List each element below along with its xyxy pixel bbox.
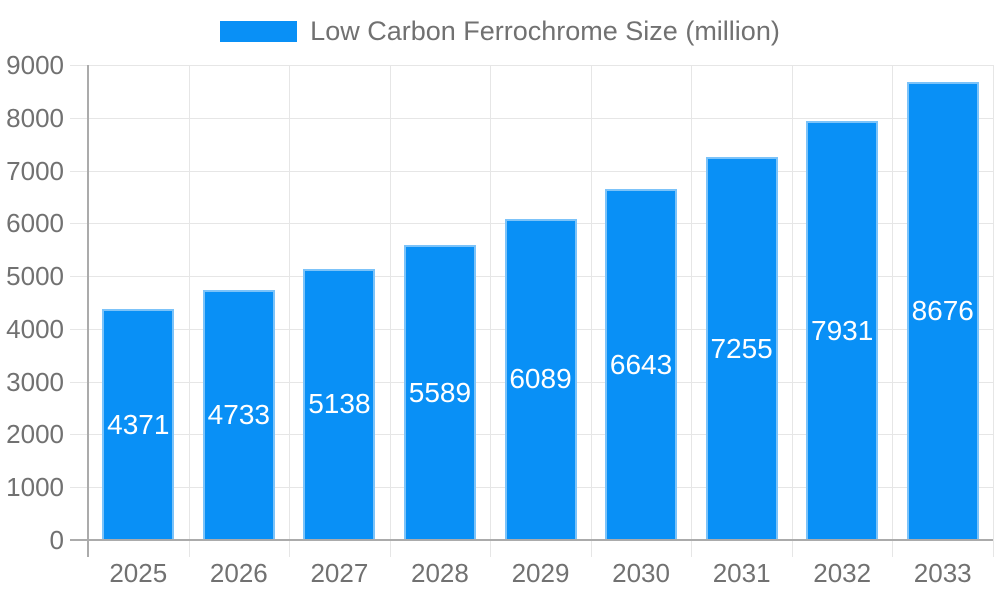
y-tick-label-0: 0 — [49, 525, 64, 555]
legend-item[interactable]: Low Carbon Ferrochrome Size (million) — [0, 18, 1000, 45]
x-tick-label-2025: 2025 — [109, 558, 168, 588]
y-tick-label-8000: 8000 — [6, 102, 64, 133]
y-tick-label-4000: 4000 — [6, 313, 64, 344]
x-axis-line — [70, 539, 993, 541]
x-tick-label-2033: 2033 — [913, 558, 972, 588]
x-gridline-6 — [691, 65, 693, 557]
x-tick-label-2026: 2026 — [209, 558, 268, 588]
plot-area: 4371 4733 5138 5589 6089 6643 7255 7931 8676 — [70, 65, 994, 557]
x-gridline-3 — [389, 65, 391, 557]
y-tick-label-6000: 6000 — [6, 208, 64, 239]
y-gridline-9000 — [70, 65, 993, 66]
bar-2033[interactable] — [906, 82, 979, 540]
y-tick-label-5000: 5000 — [6, 261, 64, 292]
x-gridline-9 — [993, 65, 994, 557]
x-tick-label-2030: 2030 — [612, 558, 670, 588]
bar-2031[interactable] — [705, 157, 778, 540]
bar-2030[interactable] — [605, 189, 678, 540]
x-gridline-4 — [490, 65, 492, 557]
x-tick-label-2029: 2029 — [511, 558, 570, 588]
y-gridline-8000 — [70, 117, 993, 119]
x-gridline-7 — [791, 65, 793, 557]
bar-2026[interactable] — [202, 290, 275, 540]
x-tick-label-2027: 2027 — [310, 558, 369, 588]
x-tick-label-2028: 2028 — [411, 558, 469, 588]
y-tick-label-9000: 9000 — [6, 50, 64, 80]
bar-2032[interactable] — [806, 121, 879, 540]
legend-label: Low Carbon Ferrochrome Size (million) — [310, 16, 780, 46]
x-gridline-2 — [289, 65, 291, 557]
bar-2025[interactable] — [102, 309, 175, 540]
legend-swatch — [220, 21, 298, 42]
y-tick-label-3000: 3000 — [6, 366, 64, 397]
y-axis-line — [87, 65, 89, 557]
bar-2028[interactable] — [403, 245, 476, 540]
y-tick-label-7000: 7000 — [6, 155, 64, 186]
x-gridline-8 — [892, 65, 894, 557]
bar-2027[interactable] — [303, 268, 376, 540]
x-tick-label-2031: 2031 — [712, 558, 771, 588]
x-tick-label-2032: 2032 — [813, 558, 872, 588]
y-tick-label-2000: 2000 — [6, 419, 64, 450]
y-tick-label-1000: 1000 — [6, 472, 64, 503]
bar-2029[interactable] — [504, 218, 577, 540]
x-gridline-1 — [188, 65, 190, 557]
x-gridline-5 — [590, 65, 592, 557]
y-gridline-7000 — [70, 170, 993, 172]
